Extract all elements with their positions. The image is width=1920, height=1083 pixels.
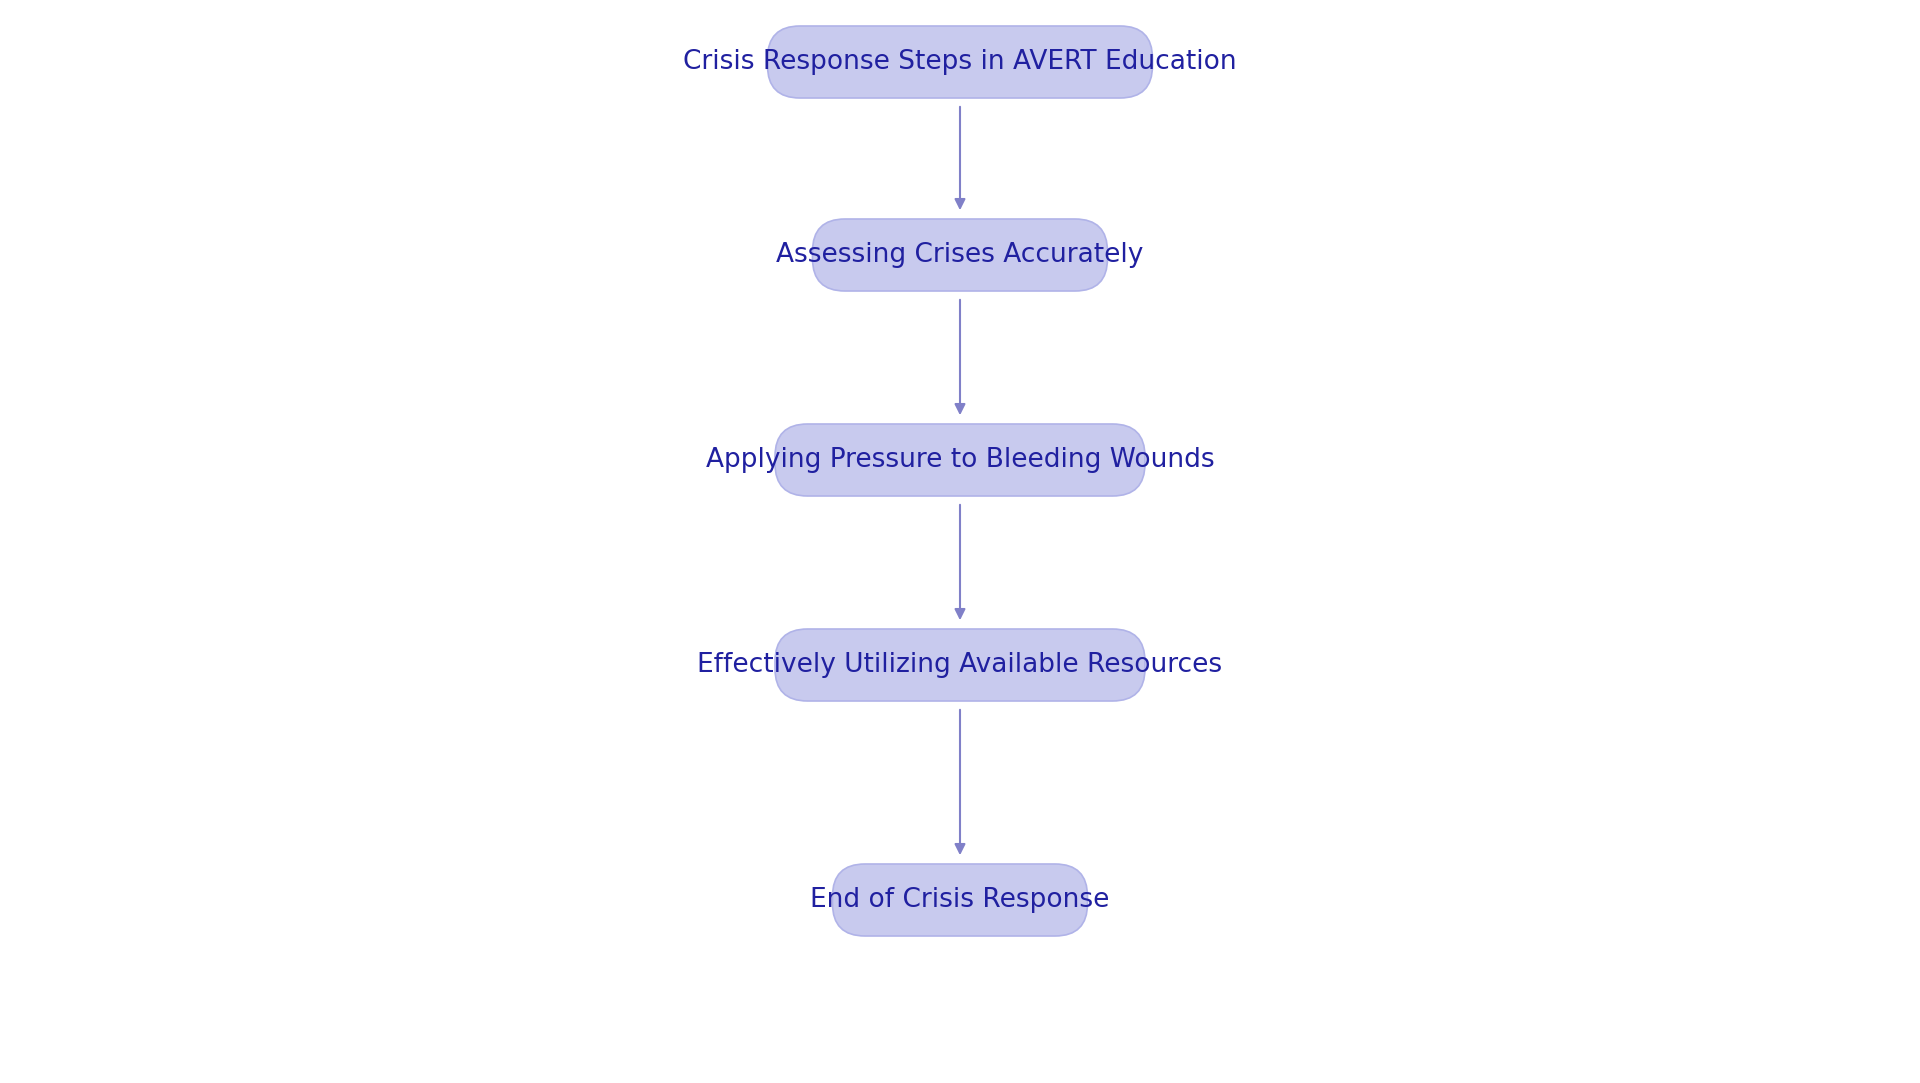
FancyBboxPatch shape xyxy=(833,864,1087,936)
Text: Effectively Utilizing Available Resources: Effectively Utilizing Available Resource… xyxy=(697,652,1223,678)
Text: Applying Pressure to Bleeding Wounds: Applying Pressure to Bleeding Wounds xyxy=(707,447,1213,473)
FancyBboxPatch shape xyxy=(768,26,1152,97)
FancyBboxPatch shape xyxy=(776,629,1144,701)
Text: End of Crisis Response: End of Crisis Response xyxy=(810,887,1110,913)
FancyBboxPatch shape xyxy=(812,219,1108,291)
Text: Assessing Crises Accurately: Assessing Crises Accurately xyxy=(776,242,1144,268)
FancyBboxPatch shape xyxy=(776,425,1144,496)
Text: Crisis Response Steps in AVERT Education: Crisis Response Steps in AVERT Education xyxy=(684,49,1236,75)
